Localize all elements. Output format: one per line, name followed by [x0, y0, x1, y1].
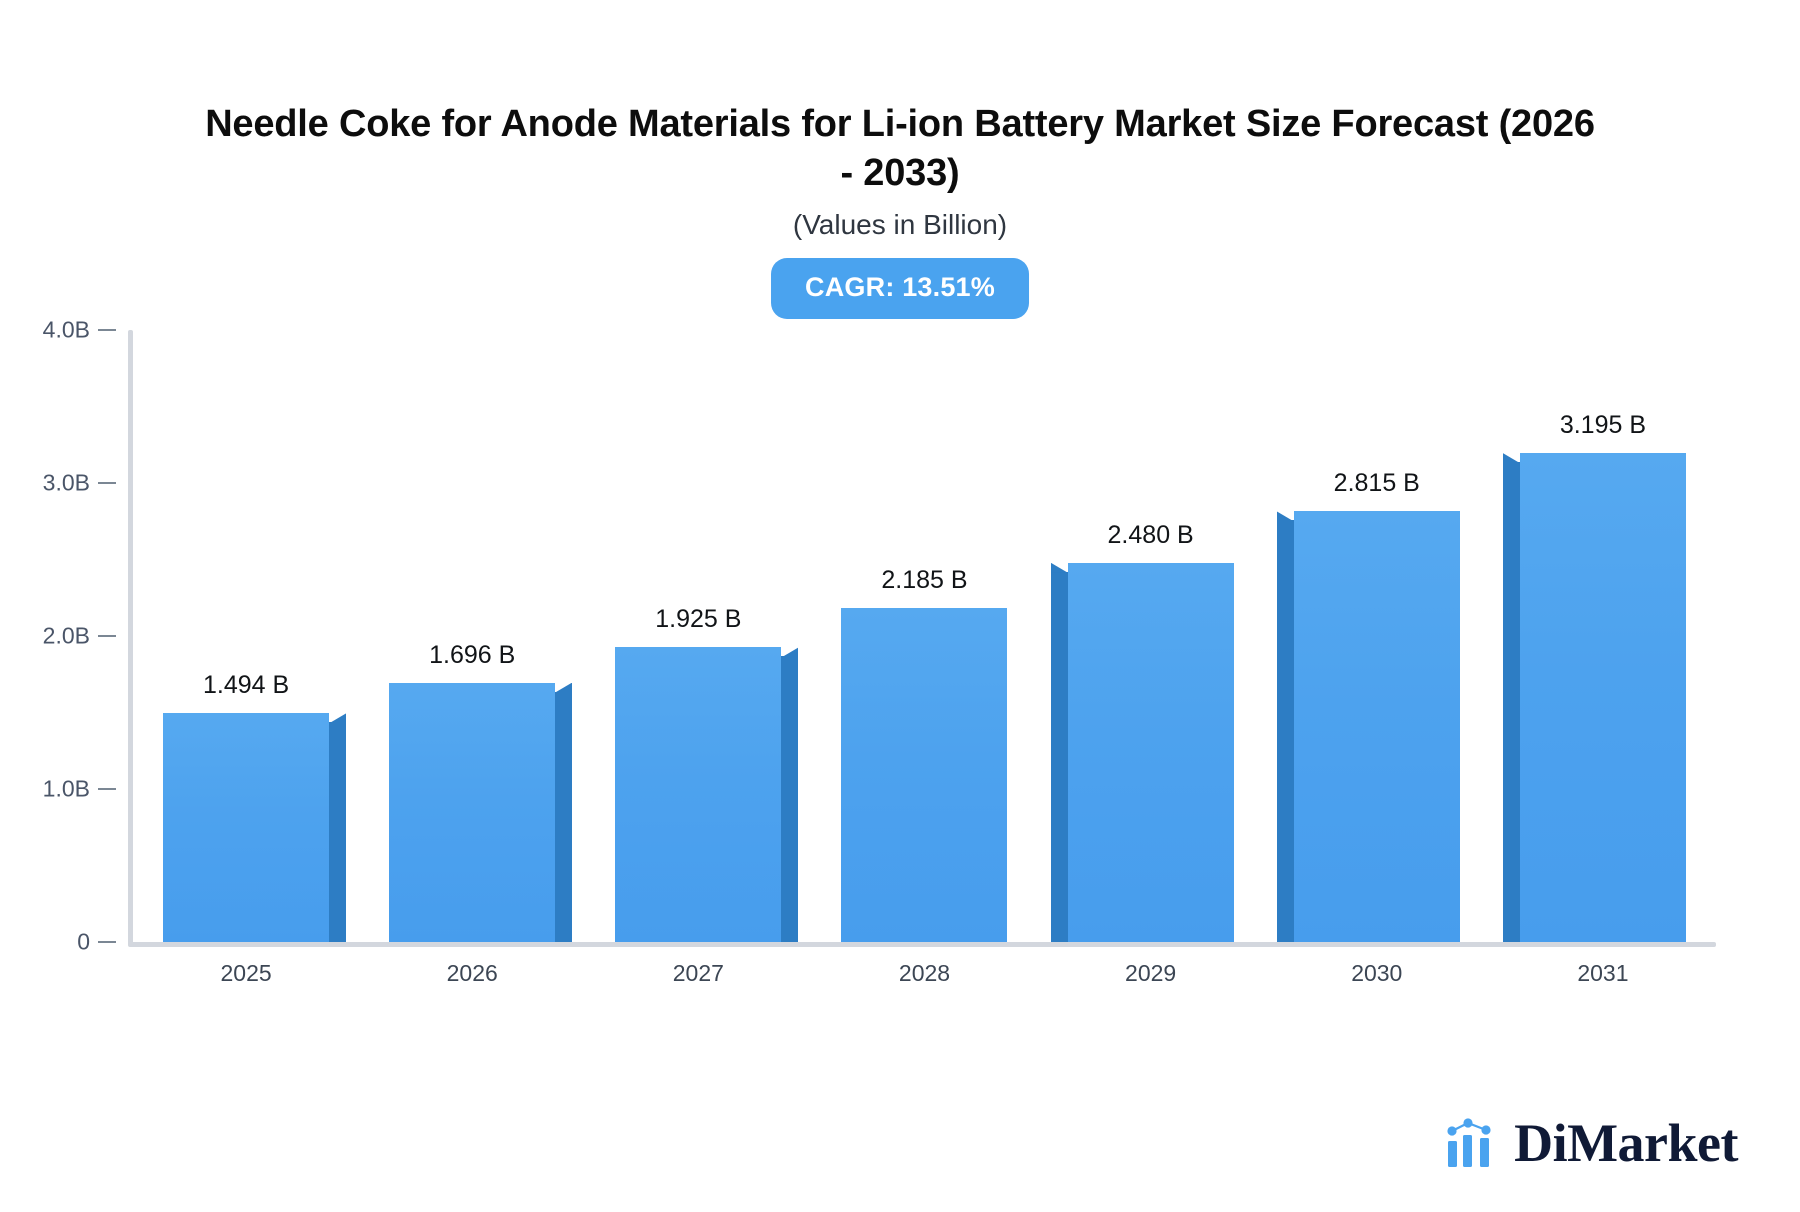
bar[interactable]: 1.494 B — [163, 671, 347, 942]
bar-face — [1519, 453, 1686, 942]
bar-top-bevel — [781, 647, 799, 658]
page-title: Needle Coke for Anode Materials for Li-i… — [205, 103, 1595, 194]
bar-side-face — [555, 691, 573, 942]
x-axis-tick-label: 2029 — [1125, 960, 1177, 986]
bar[interactable]: 2.815 B — [1276, 469, 1460, 942]
bar-top-bevel — [1050, 562, 1068, 573]
bar-side-face — [1050, 571, 1068, 942]
bar-face — [163, 713, 330, 942]
bar-top-bevel — [1502, 453, 1520, 464]
y-axis-tick-mark — [98, 941, 116, 943]
bar-face — [1293, 511, 1460, 942]
bar-value-label: 2.185 B — [881, 565, 968, 594]
bar-side-face — [1276, 520, 1294, 942]
bar-value-label: 1.696 B — [429, 640, 516, 669]
bar-chart-logo-icon — [1447, 1118, 1491, 1167]
bar-slot: 1.925 B — [585, 330, 811, 942]
bar-top-bevel — [1276, 511, 1294, 522]
chart-header: Needle Coke for Anode Materials for Li-i… — [0, 100, 1800, 241]
bar-value-label: 3.195 B — [1559, 411, 1646, 440]
bar-slot: 2.185 B — [811, 330, 1037, 942]
x-axis-tick-label: 2026 — [446, 960, 498, 986]
y-axis-line — [128, 330, 133, 946]
bar[interactable]: 2.480 B — [1050, 521, 1234, 942]
dimarket-logo: DiMarket — [1446, 1116, 1738, 1170]
bar-value-label: 1.925 B — [655, 605, 742, 634]
plot-area: 0 1.0B 2.0B 3.0B 4.0B 1.494 B 1.696 B 1.925 B 2… — [0, 317, 1800, 955]
bar-face — [615, 647, 782, 942]
bar-slot: 2.480 B — [1038, 330, 1264, 942]
bar-face — [1067, 562, 1234, 942]
x-axis-line — [128, 942, 1716, 947]
x-axis: 2025 2026 2027 2028 2029 2030 2031 — [133, 960, 1716, 987]
bar-face — [389, 682, 556, 942]
bar-side-face — [329, 722, 347, 942]
cagr-badge: CAGR: 13.51% — [771, 258, 1029, 319]
y-axis-tick-mark — [98, 635, 116, 637]
y-axis-tick-label: 4.0B — [42, 316, 90, 343]
bar[interactable]: 3.195 B — [1502, 411, 1686, 942]
y-axis-tick-mark — [98, 788, 116, 790]
chart-subtitle: (Values in Billion) — [792, 209, 1008, 241]
bar[interactable]: 1.696 B — [389, 641, 573, 942]
y-axis-tick-label: 2.0B — [42, 622, 90, 649]
x-axis-tick-label: 2031 — [1577, 960, 1629, 986]
bar-side-face — [781, 656, 799, 942]
x-axis-tick-label: 2027 — [672, 960, 724, 986]
bar-top-bevel — [329, 713, 347, 724]
x-axis-tick-label: 2030 — [1351, 960, 1403, 986]
logo-text: DiMarket — [1514, 1113, 1738, 1173]
bar-top-bevel — [555, 682, 573, 693]
bar-value-label: 1.494 B — [202, 671, 290, 700]
x-axis-tick-label: 2028 — [898, 960, 951, 986]
bar-series: 1.494 B 1.696 B 1.925 B 2.185 B 2.480 B 2.815… — [133, 330, 1716, 942]
y-axis-tick-mark — [98, 482, 116, 484]
bar-slot: 2.815 B — [1264, 330, 1490, 942]
bar-slot: 1.696 B — [359, 330, 585, 942]
bar-slot: 1.494 B — [133, 330, 359, 942]
x-axis-tick-label: 2025 — [220, 960, 272, 986]
bar-side-face — [1502, 462, 1520, 942]
bar[interactable]: 2.185 B — [841, 566, 1008, 942]
bar-value-label: 2.480 B — [1107, 520, 1194, 549]
y-axis-tick-mark — [98, 329, 116, 331]
bar-slot: 3.195 B — [1490, 330, 1716, 942]
y-axis-tick-label: 1.0B — [42, 775, 90, 802]
y-axis-tick-label: 3.0B — [42, 469, 90, 496]
y-axis: 0 1.0B 2.0B 3.0B 4.0B — [0, 317, 90, 955]
bar[interactable]: 1.925 B — [615, 605, 799, 942]
bar-value-label: 2.815 B — [1333, 469, 1420, 498]
y-axis-tick-label: 0 — [77, 928, 90, 955]
bar-face — [841, 607, 1008, 942]
